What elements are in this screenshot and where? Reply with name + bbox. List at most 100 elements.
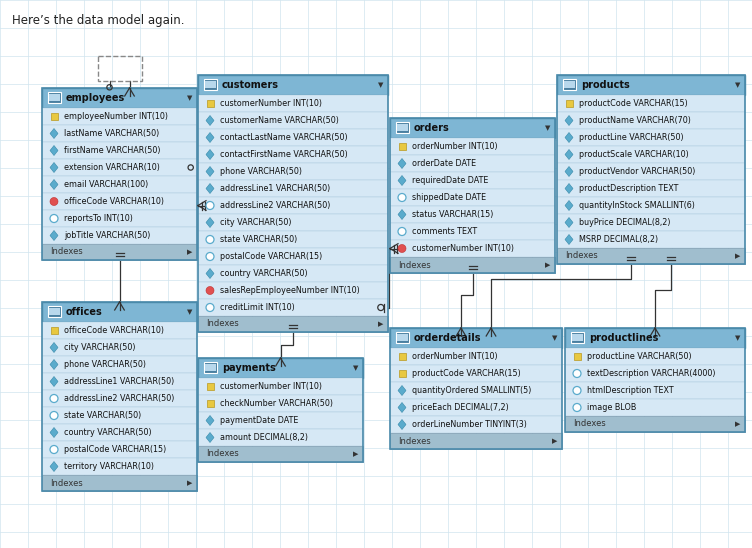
Text: ▶: ▶	[187, 480, 193, 486]
Text: payments: payments	[222, 363, 276, 373]
Bar	[42, 108, 197, 125]
Polygon shape	[50, 231, 58, 241]
Polygon shape	[565, 218, 573, 227]
Bar	[390, 328, 562, 449]
Text: city VARCHAR(50): city VARCHAR(50)	[64, 343, 135, 352]
Text: Indexes: Indexes	[206, 319, 238, 328]
Circle shape	[398, 227, 406, 236]
Polygon shape	[206, 432, 214, 442]
Polygon shape	[50, 376, 58, 386]
Bar	[207, 400, 214, 407]
Bar	[198, 95, 388, 112]
Text: customerNumber INT(10): customerNumber INT(10)	[412, 244, 514, 253]
Bar	[557, 75, 745, 95]
Text: productScale VARCHAR(10): productScale VARCHAR(10)	[579, 150, 689, 159]
Bar	[42, 302, 197, 491]
Bar	[42, 356, 197, 373]
Bar	[42, 125, 197, 142]
Text: jobTitle VARCHAR(50): jobTitle VARCHAR(50)	[64, 231, 150, 240]
Text: city VARCHAR(50): city VARCHAR(50)	[220, 218, 292, 227]
Text: customerName VARCHAR(50): customerName VARCHAR(50)	[220, 116, 339, 125]
Text: customers: customers	[222, 80, 279, 90]
Text: ▼: ▼	[735, 335, 741, 341]
Bar	[557, 214, 745, 231]
Bar	[390, 138, 555, 155]
Text: ▼: ▼	[552, 335, 558, 341]
Text: orderLineNumber TINYINT(3): orderLineNumber TINYINT(3)	[412, 420, 527, 429]
Text: lastName VARCHAR(50): lastName VARCHAR(50)	[64, 129, 159, 138]
Bar	[198, 378, 363, 395]
Text: paymentDate DATE: paymentDate DATE	[220, 416, 299, 425]
Polygon shape	[50, 342, 58, 352]
Text: productlines: productlines	[589, 333, 658, 343]
Circle shape	[398, 193, 406, 202]
Text: customerNumber INT(10): customerNumber INT(10)	[220, 99, 322, 108]
Text: MSRP DECIMAL(8,2): MSRP DECIMAL(8,2)	[579, 235, 658, 244]
Bar	[566, 100, 572, 107]
Bar	[42, 458, 197, 475]
Bar	[390, 257, 555, 273]
Circle shape	[50, 197, 58, 206]
Bar	[42, 244, 197, 260]
Text: extension VARCHAR(10): extension VARCHAR(10)	[64, 163, 160, 172]
Text: postalCode VARCHAR(15): postalCode VARCHAR(15)	[220, 252, 323, 261]
Circle shape	[206, 253, 214, 260]
Bar	[390, 399, 562, 416]
Text: Indexes: Indexes	[398, 260, 431, 270]
Text: Indexes: Indexes	[50, 478, 83, 488]
Text: employeeNumber INT(10): employeeNumber INT(10)	[64, 112, 168, 121]
Bar	[390, 433, 562, 449]
Text: orderdetails: orderdetails	[414, 333, 481, 343]
Text: quantityOrdered SMALLINT(5): quantityOrdered SMALLINT(5)	[412, 386, 532, 395]
Polygon shape	[50, 427, 58, 437]
Text: htmlDescription TEXT: htmlDescription TEXT	[587, 386, 674, 395]
Bar	[205, 364, 216, 371]
Bar	[557, 95, 745, 112]
Bar	[390, 240, 555, 257]
Text: country VARCHAR(50): country VARCHAR(50)	[64, 428, 152, 437]
Text: reportsTo INT(10): reportsTo INT(10)	[64, 214, 133, 223]
Polygon shape	[398, 158, 406, 168]
Bar	[42, 407, 197, 424]
Bar	[557, 75, 745, 264]
Bar	[571, 332, 584, 343]
Polygon shape	[50, 146, 58, 156]
Bar	[565, 399, 745, 416]
Text: products: products	[581, 80, 629, 90]
Bar	[198, 316, 388, 332]
Polygon shape	[398, 175, 406, 186]
Bar	[198, 112, 388, 129]
Text: checkNumber VARCHAR(50): checkNumber VARCHAR(50)	[220, 399, 333, 408]
Bar	[42, 210, 197, 227]
Bar	[565, 416, 745, 432]
Text: ▶: ▶	[545, 262, 550, 268]
Text: buyPrice DECIMAL(8,2): buyPrice DECIMAL(8,2)	[579, 218, 671, 227]
Bar	[390, 155, 555, 172]
Text: textDescription VARCHAR(4000): textDescription VARCHAR(4000)	[587, 369, 715, 378]
Text: postalCode VARCHAR(15): postalCode VARCHAR(15)	[64, 445, 166, 454]
Polygon shape	[206, 167, 214, 176]
Bar	[198, 446, 363, 462]
Circle shape	[573, 403, 581, 412]
Text: ▼: ▼	[187, 95, 193, 101]
Bar	[572, 334, 583, 341]
Bar	[198, 429, 363, 446]
Bar	[42, 227, 197, 244]
Polygon shape	[565, 133, 573, 142]
Bar	[42, 339, 197, 356]
Bar	[198, 358, 363, 462]
Bar	[198, 299, 388, 316]
Polygon shape	[206, 150, 214, 159]
Bar	[198, 129, 388, 146]
Bar	[390, 172, 555, 189]
Bar	[198, 412, 363, 429]
Bar	[390, 223, 555, 240]
Circle shape	[50, 395, 58, 402]
Polygon shape	[398, 385, 406, 396]
Bar	[557, 163, 745, 180]
Bar	[390, 118, 555, 138]
Circle shape	[206, 287, 214, 294]
Text: Indexes: Indexes	[50, 248, 83, 256]
Bar	[198, 248, 388, 265]
Text: phone VARCHAR(50): phone VARCHAR(50)	[64, 360, 146, 369]
